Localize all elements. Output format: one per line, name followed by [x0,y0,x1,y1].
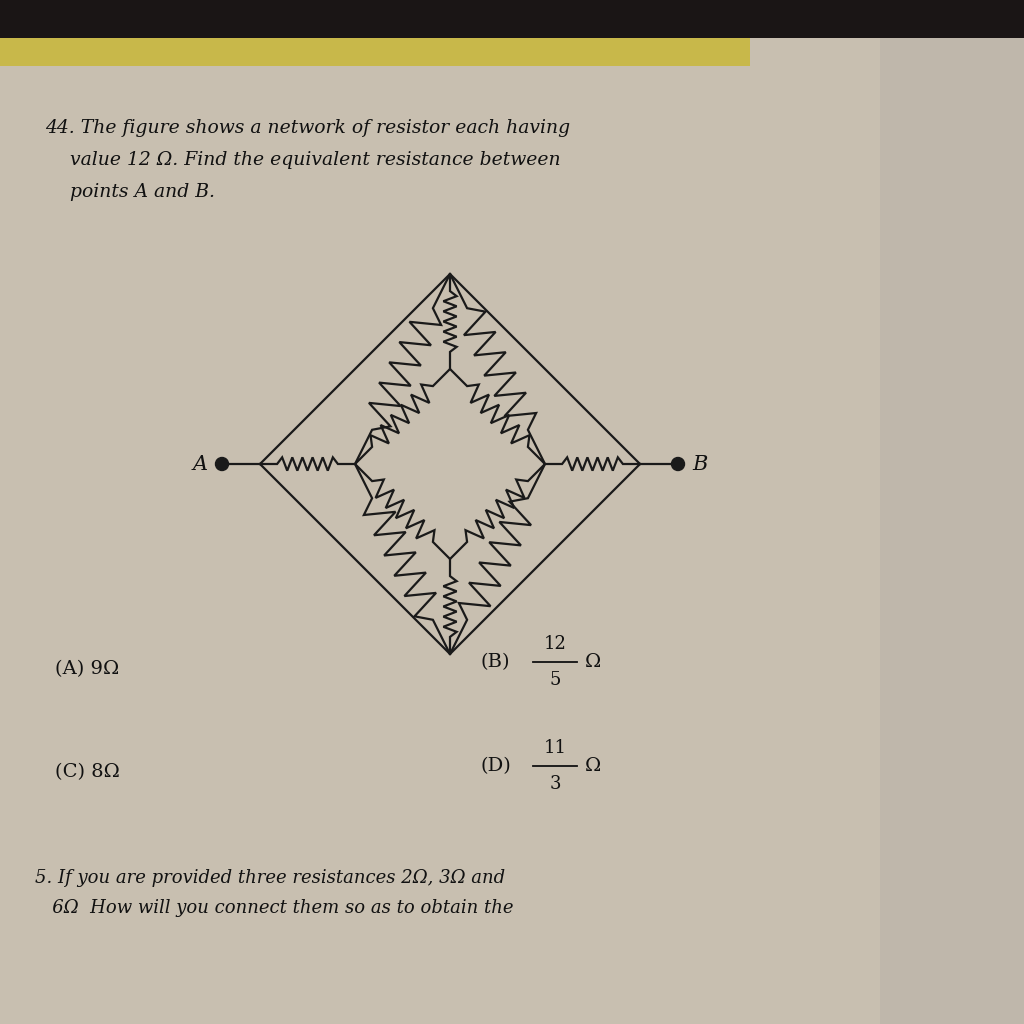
Text: 3: 3 [549,775,561,793]
FancyBboxPatch shape [880,0,1024,1024]
Text: (C) 8Ω: (C) 8Ω [55,763,120,781]
Text: B: B [692,455,708,473]
Circle shape [672,458,684,470]
FancyBboxPatch shape [0,0,1024,38]
Text: 12: 12 [544,635,566,653]
Text: 44. The figure shows a network of resistor each having: 44. The figure shows a network of resist… [45,119,570,137]
Text: points A and B.: points A and B. [70,183,215,201]
Text: (D): (D) [480,757,511,775]
Text: A: A [193,455,208,473]
Text: 5. If you are provided three resistances 2Ω, 3Ω and: 5. If you are provided three resistances… [35,869,505,887]
Text: Ω: Ω [585,653,601,671]
Text: Ω: Ω [585,757,601,775]
Text: 11: 11 [544,739,566,757]
Text: 6Ω  How will you connect them so as to obtain the: 6Ω How will you connect them so as to ob… [35,899,513,918]
Text: (B): (B) [480,653,510,671]
Text: 5: 5 [549,671,561,689]
FancyBboxPatch shape [0,38,750,66]
Text: (A) 9Ω: (A) 9Ω [55,660,119,678]
Circle shape [215,458,228,470]
Text: value 12 Ω. Find the equivalent resistance between: value 12 Ω. Find the equivalent resistan… [70,151,560,169]
